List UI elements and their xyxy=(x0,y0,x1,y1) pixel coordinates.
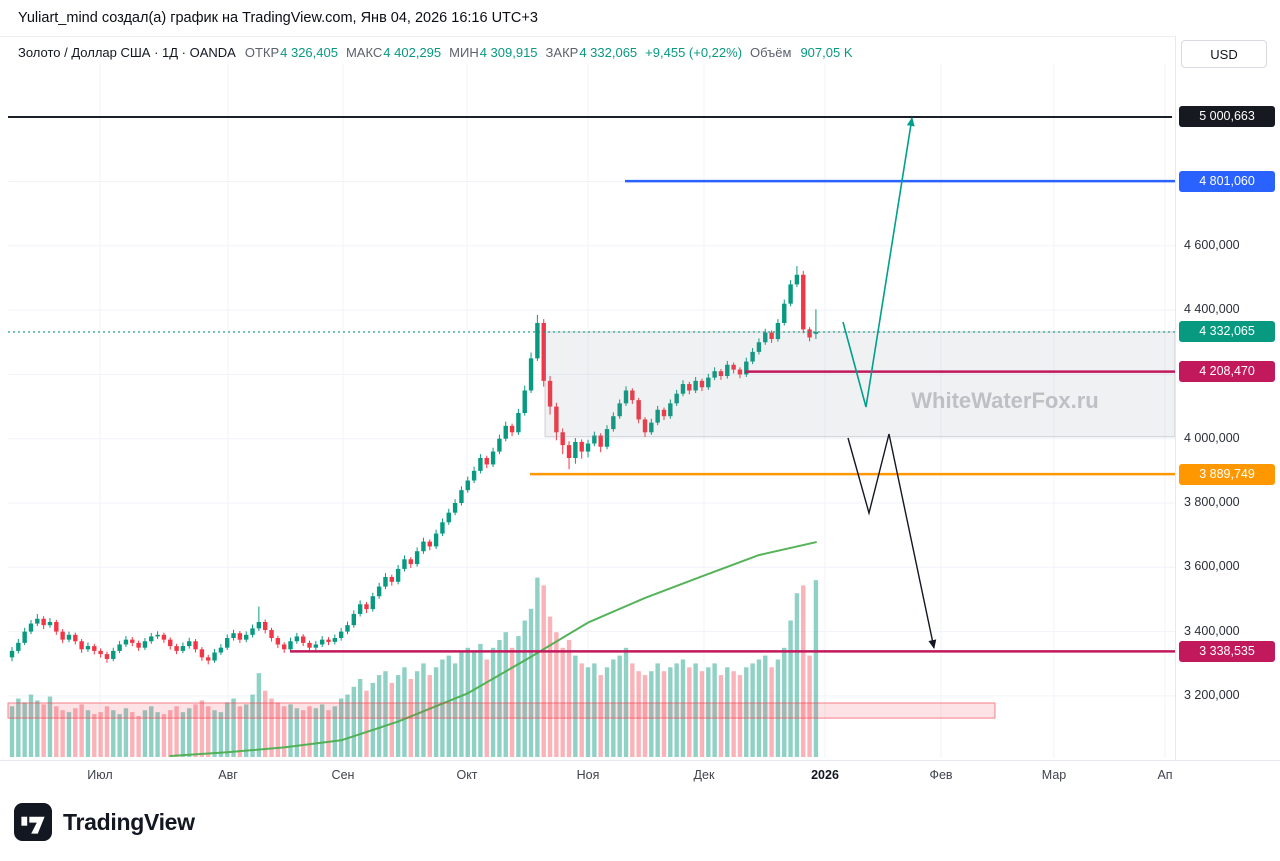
legend-field-label: ОТКР xyxy=(244,45,280,60)
logo-bar xyxy=(21,816,28,826)
legend-field-value: 4 402,295 xyxy=(383,45,442,60)
legend-field-label: МИН xyxy=(449,45,479,60)
legend: Золото / Доллар США · 1Д · OANDA ОТКР4 3… xyxy=(18,45,853,60)
price-tick: 4 400,000 xyxy=(1184,302,1240,317)
time-tick-Ап: Ап xyxy=(1157,768,1173,782)
legend-volume-label: Объём xyxy=(750,45,792,60)
header-divider xyxy=(0,36,1280,37)
price-tick: 4 000,000 xyxy=(1184,430,1240,445)
target-level-label[interactable]: 5 000,663 xyxy=(1179,106,1275,128)
blue-level-label[interactable]: 4 801,060 xyxy=(1179,170,1275,192)
price-tick: 3 200,000 xyxy=(1184,687,1240,702)
bullish-projection-arrow[interactable] xyxy=(842,117,915,408)
price-tick: 3 400,000 xyxy=(1184,623,1240,638)
tradingview-wordmark[interactable]: TradingView xyxy=(63,808,195,835)
orange-level-label[interactable]: 3 889,749 xyxy=(1179,463,1275,485)
legend-field: МАКС4 402,295 xyxy=(346,45,441,60)
time-tick-Фев: Фев xyxy=(929,768,953,782)
price-tick: 4 600,000 xyxy=(1184,237,1240,252)
time-tick-Авг: Авг xyxy=(218,768,238,782)
moving-average-line[interactable] xyxy=(169,541,817,757)
legend-field-value: 4 332,065 xyxy=(579,45,638,60)
time-tick-Окт: Окт xyxy=(456,768,478,782)
attribution-text: Yuliart_mind создал(а) график на Trading… xyxy=(0,0,1280,36)
support-level-label[interactable]: 4 208,470 xyxy=(1179,361,1275,383)
gray-consolidation-zone[interactable] xyxy=(544,331,1176,438)
legend-field: ЗАКР4 332,065 xyxy=(546,45,638,60)
footer: TradingView xyxy=(14,803,195,841)
time-tick-Июл: Июл xyxy=(87,768,113,782)
bearish-projection-arrow[interactable] xyxy=(847,433,937,649)
legend-change: +9,455 (+0,22%) xyxy=(645,45,743,60)
gridlines xyxy=(8,64,1175,758)
price-axis[interactable]: 4 600,000 4 400,000 4 000,000 3 800,000 3 60… xyxy=(1175,36,1280,760)
candlestick-series[interactable] xyxy=(9,266,819,665)
time-tick-Дек: Дек xyxy=(693,768,715,782)
watermark-text: WhiteWaterFox.ru xyxy=(911,388,1098,413)
volume-series xyxy=(9,577,819,757)
time-tick-Ноя: Ноя xyxy=(576,768,600,782)
lower-support-label[interactable]: 3 338,535 xyxy=(1179,640,1275,662)
time-tick-Сен: Сен xyxy=(331,768,355,782)
price-tick: 3 600,000 xyxy=(1184,559,1240,574)
current-price-label[interactable]: 4 332,065 xyxy=(1179,321,1275,343)
tradingview-logo-icon[interactable] xyxy=(14,803,52,841)
symbol-title[interactable]: Золото / Доллар США · 1Д · OANDA xyxy=(18,45,236,60)
legend-field-value: 4 309,915 xyxy=(479,45,538,60)
time-tick-2026: 2026 xyxy=(811,768,839,782)
pink-demand-zone[interactable] xyxy=(7,702,996,719)
legend-field-label: МАКС xyxy=(345,45,383,60)
legend-volume-value: 907,05 K xyxy=(800,45,853,60)
time-axis[interactable]: Июл Авг Сен Окт Ноя Дек 2026 Фев Мар Ап xyxy=(0,760,1280,791)
currency-toggle-button[interactable]: USD xyxy=(1181,40,1267,68)
legend-field-value: 4 326,405 xyxy=(280,45,338,60)
time-tick-Мар: Мар xyxy=(1041,768,1067,782)
legend-field: МИН4 309,915 xyxy=(449,45,537,60)
legend-values: ОТКР4 326,405 МАКС4 402,295 МИН4 309,915 ЗА… xyxy=(245,45,853,60)
legend-field: ОТКР4 326,405 xyxy=(245,45,338,60)
logo-seven xyxy=(29,816,45,834)
price-tick: 3 800,000 xyxy=(1184,495,1240,509)
legend-field-label: ЗАКР xyxy=(545,45,579,60)
